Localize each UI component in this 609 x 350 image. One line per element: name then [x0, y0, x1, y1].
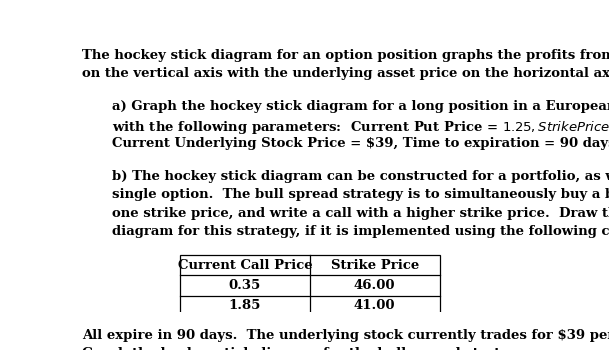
Text: 0.35: 0.35 — [229, 279, 261, 292]
Text: Current Call Price: Current Call Price — [178, 259, 312, 272]
Text: 46.00: 46.00 — [354, 279, 395, 292]
Text: Current Underlying Stock Price = $39, Time to expiration = 90 days.: Current Underlying Stock Price = $39, Ti… — [111, 137, 609, 150]
Text: diagram for this strategy, if it is implemented using the following calls.: diagram for this strategy, if it is impl… — [111, 225, 609, 238]
Text: one strike price, and write a call with a higher strike price.  Draw the hockey : one strike price, and write a call with … — [111, 206, 609, 220]
Bar — [180, 255, 440, 316]
Text: with the following parameters:  Current Put Price = $1.25, Strike Price = $41,: with the following parameters: Current P… — [111, 119, 609, 135]
Text: All expire in 90 days.  The underlying stock currently trades for $39 per share.: All expire in 90 days. The underlying st… — [82, 329, 609, 342]
Text: single option.  The bull spread strategy is to simultaneously buy a buy a call w: single option. The bull spread strategy … — [111, 188, 609, 201]
Text: The hockey stick diagram for an option position graphs the profits from the posi: The hockey stick diagram for an option p… — [82, 49, 609, 62]
Text: b) The hockey stick diagram can be constructed for a portfolio, as well as for a: b) The hockey stick diagram can be const… — [111, 170, 609, 183]
Text: 41.00: 41.00 — [354, 299, 395, 312]
Text: Strike Price: Strike Price — [331, 259, 419, 272]
Text: on the vertical axis with the underlying asset price on the horizontal axis.: on the vertical axis with the underlying… — [82, 67, 609, 80]
Text: 1.85: 1.85 — [228, 299, 261, 312]
Text: Graph the hockey stick diagram for the bull spread strategy.: Graph the hockey stick diagram for the b… — [82, 348, 529, 350]
Text: a) Graph the hockey stick diagram for a long position in a European put option: a) Graph the hockey stick diagram for a … — [111, 100, 609, 113]
